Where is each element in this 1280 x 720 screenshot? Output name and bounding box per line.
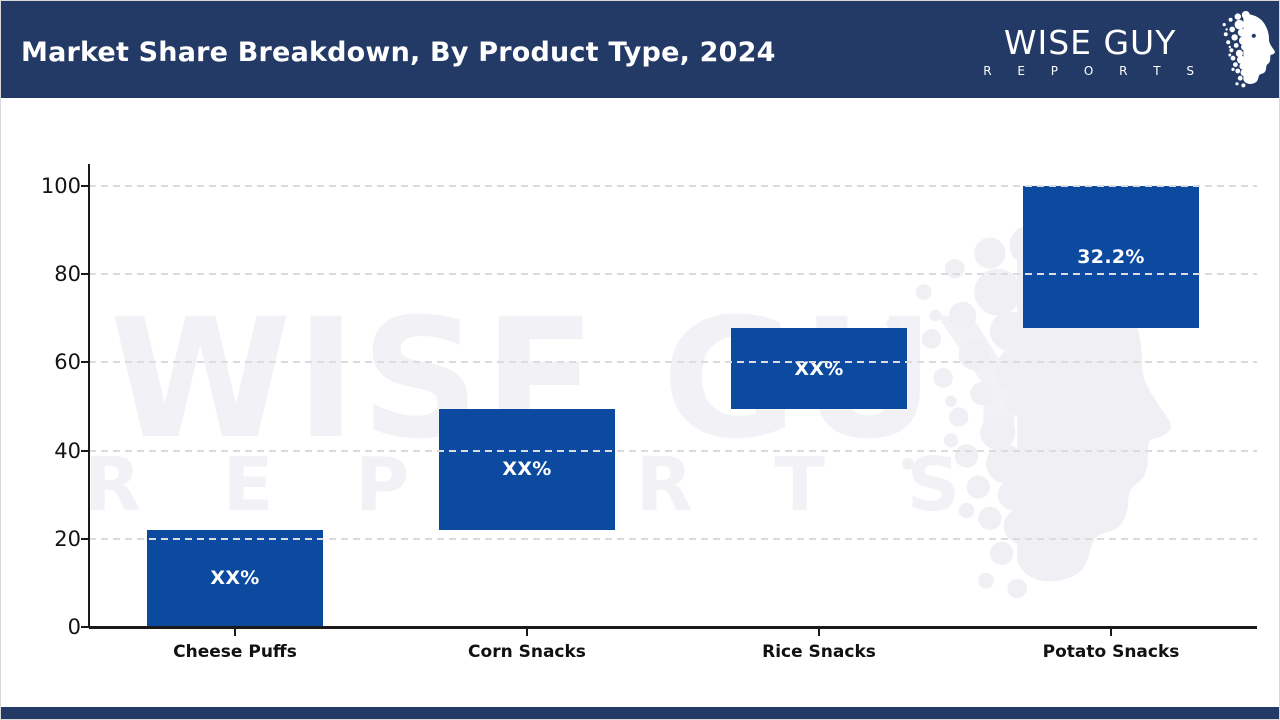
wiseguy-face-icon	[1222, 11, 1275, 88]
y-tick-label: 100	[40, 174, 81, 199]
gridline-60	[89, 361, 1257, 364]
y-tick-mark	[81, 273, 88, 276]
y-tick-mark	[81, 537, 88, 540]
face-eye-dot	[1251, 33, 1256, 38]
y-tick-mark	[81, 185, 88, 188]
x-tick-mark	[526, 629, 528, 636]
gridline-100	[89, 185, 1257, 188]
bar-value-label-corn-snacks: XX%	[502, 458, 552, 481]
y-tick-mark	[81, 626, 88, 628]
bar-value-label-cheese-puffs: XX%	[210, 567, 260, 590]
y-axis	[87, 164, 90, 628]
y-tick-label: 40	[54, 438, 81, 463]
page-title: Market Share Breakdown, By Product Type,…	[21, 37, 776, 68]
bar-corn-snacks: XX%	[439, 408, 615, 530]
y-tick-mark	[81, 361, 88, 364]
x-tick-mark	[818, 629, 820, 636]
wiseguy-logo: WISE GUY R E P O R T S	[983, 5, 1277, 95]
wiseguy-logo-subtitle: R E P O R T S	[983, 64, 1205, 78]
x-tick-mark	[234, 629, 236, 636]
x-tick-mark	[1110, 629, 1112, 636]
x-axis	[89, 626, 1257, 629]
y-tick-mark	[81, 449, 88, 452]
bar-potato-snacks: 32.2%	[1023, 186, 1199, 329]
category-label-potato-snacks: Potato Snacks	[1042, 642, 1180, 662]
wiseguy-logo-wordmark: WISE GUY	[1003, 23, 1177, 62]
gridline-20	[89, 537, 1257, 540]
footer-band	[1, 707, 1279, 719]
category-label-cheese-puffs: Cheese Puffs	[173, 642, 297, 662]
y-tick-label: 60	[54, 350, 81, 375]
category-label-corn-snacks: Corn Snacks	[468, 642, 586, 662]
bar-cheese-puffs: XX%	[147, 529, 323, 627]
header-band: Market Share Breakdown, By Product Type,…	[1, 1, 1279, 98]
bar-value-label-potato-snacks: 32.2%	[1077, 246, 1145, 269]
wiseguy-logo-text: WISE GUY R E P O R T S	[975, 23, 1205, 78]
bar-rice-snacks: XX%	[731, 328, 907, 409]
category-label-rice-snacks: Rice Snacks	[762, 642, 876, 662]
y-tick-label: 0	[67, 615, 81, 639]
gridline-40	[89, 449, 1257, 452]
gridline-80	[89, 273, 1257, 276]
y-tick-label: 80	[54, 262, 81, 287]
y-tick-label: 20	[54, 526, 81, 551]
